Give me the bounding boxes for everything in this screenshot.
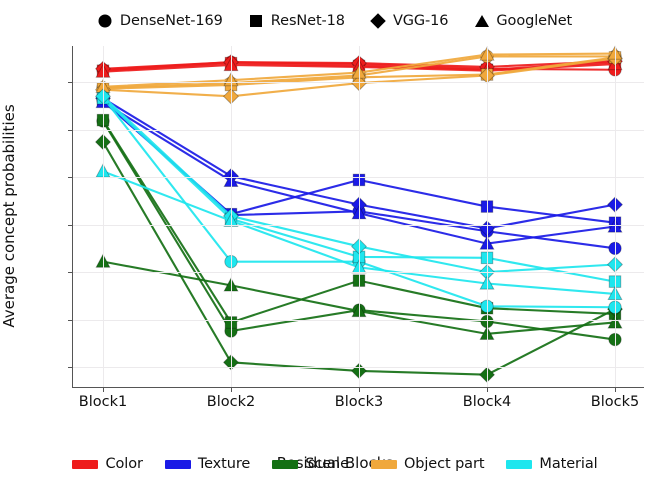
color-legend-label: Scene xyxy=(305,456,349,472)
legend-color-swatch xyxy=(164,459,191,469)
circle-data-marker xyxy=(608,241,622,256)
x-gridline xyxy=(487,46,488,387)
x-tick-mark xyxy=(231,387,233,392)
color-legend-item-object-part: Object part xyxy=(370,456,485,472)
color-legend-item-color: Color xyxy=(72,456,143,472)
y-tick-mark xyxy=(68,272,73,274)
marker-legend-label: ResNet-18 xyxy=(270,13,345,29)
color-legend-item-texture: Texture xyxy=(164,456,251,472)
marker-legend-item-circle: DenseNet-169 xyxy=(98,13,223,29)
x-gridline xyxy=(359,46,360,387)
plot-area: 0.200.250.300.350.400.450.50Block1Block2… xyxy=(68,45,644,410)
marker-legend-label: GoogleNet xyxy=(496,13,573,29)
color-legend: Color Texture Scene Object part Material xyxy=(0,452,670,476)
legend-color-swatch xyxy=(72,459,99,469)
color-legend-label: Color xyxy=(105,456,143,472)
x-tick-label-block1: Block1 xyxy=(78,394,128,410)
x-tick-label-block2: Block2 xyxy=(206,394,256,410)
y-tick-mark xyxy=(68,177,73,179)
x-tick-mark xyxy=(103,387,105,392)
square-data-marker xyxy=(224,316,238,329)
legend-color-swatch xyxy=(272,459,299,469)
circle-data-marker xyxy=(608,332,622,347)
legend-color-swatch xyxy=(370,459,397,469)
color-legend-label: Material xyxy=(539,456,598,472)
y-tick-mark xyxy=(68,82,73,84)
y-gridline xyxy=(73,272,644,274)
color-legend-item-material: Material xyxy=(506,456,598,472)
diamond-marker-icon xyxy=(370,13,387,29)
circle-data-marker xyxy=(480,299,494,313)
y-axis-label: Average concept probabilities xyxy=(0,104,18,328)
marker-legend-item-square: ResNet-18 xyxy=(249,13,345,29)
color-legend-label: Texture xyxy=(197,456,251,472)
y-gridline xyxy=(73,82,644,84)
circle-marker-icon xyxy=(98,14,113,29)
color-legend-item-scene: Scene xyxy=(272,456,349,472)
x-tick-mark xyxy=(359,387,361,392)
y-tick-mark xyxy=(68,319,73,321)
marker-legend-item-triangle: GoogleNet xyxy=(474,13,572,29)
marker-legend-label: VGG-16 xyxy=(392,13,449,29)
y-gridline xyxy=(73,367,644,369)
color-legend-label: Object part xyxy=(403,456,485,472)
x-tick-label-block3: Block3 xyxy=(334,394,384,410)
plot-wrapper: Average concept probabilities 0.200.250.… xyxy=(0,36,670,472)
x-axis-label: Residual Blocks xyxy=(276,454,394,472)
x-gridline xyxy=(615,46,616,387)
y-tick-mark xyxy=(68,367,73,369)
marker-legend: DenseNet-169 ResNet-18 VGG-16 GoogleNet xyxy=(0,6,670,36)
x-gridline xyxy=(231,46,232,387)
y-gridline xyxy=(73,224,644,226)
marker-legend-item-diamond: VGG-16 xyxy=(370,13,449,29)
circle-data-marker xyxy=(608,300,622,314)
marker-legend-label: DenseNet-169 xyxy=(119,13,223,29)
x-tick-mark xyxy=(615,387,617,392)
y-gridline xyxy=(73,129,644,131)
y-tick-mark xyxy=(68,129,73,131)
legend-color-swatch xyxy=(506,459,533,469)
x-tick-mark xyxy=(487,387,489,392)
y-tick-mark xyxy=(68,224,73,226)
x-tick-label-block5: Block5 xyxy=(590,394,640,410)
y-gridline xyxy=(73,177,644,179)
x-gridline xyxy=(103,46,104,387)
x-tick-label-block4: Block4 xyxy=(462,394,512,410)
square-marker-icon xyxy=(249,14,264,29)
y-gridline xyxy=(73,319,644,321)
triangle-marker-icon xyxy=(474,14,489,29)
